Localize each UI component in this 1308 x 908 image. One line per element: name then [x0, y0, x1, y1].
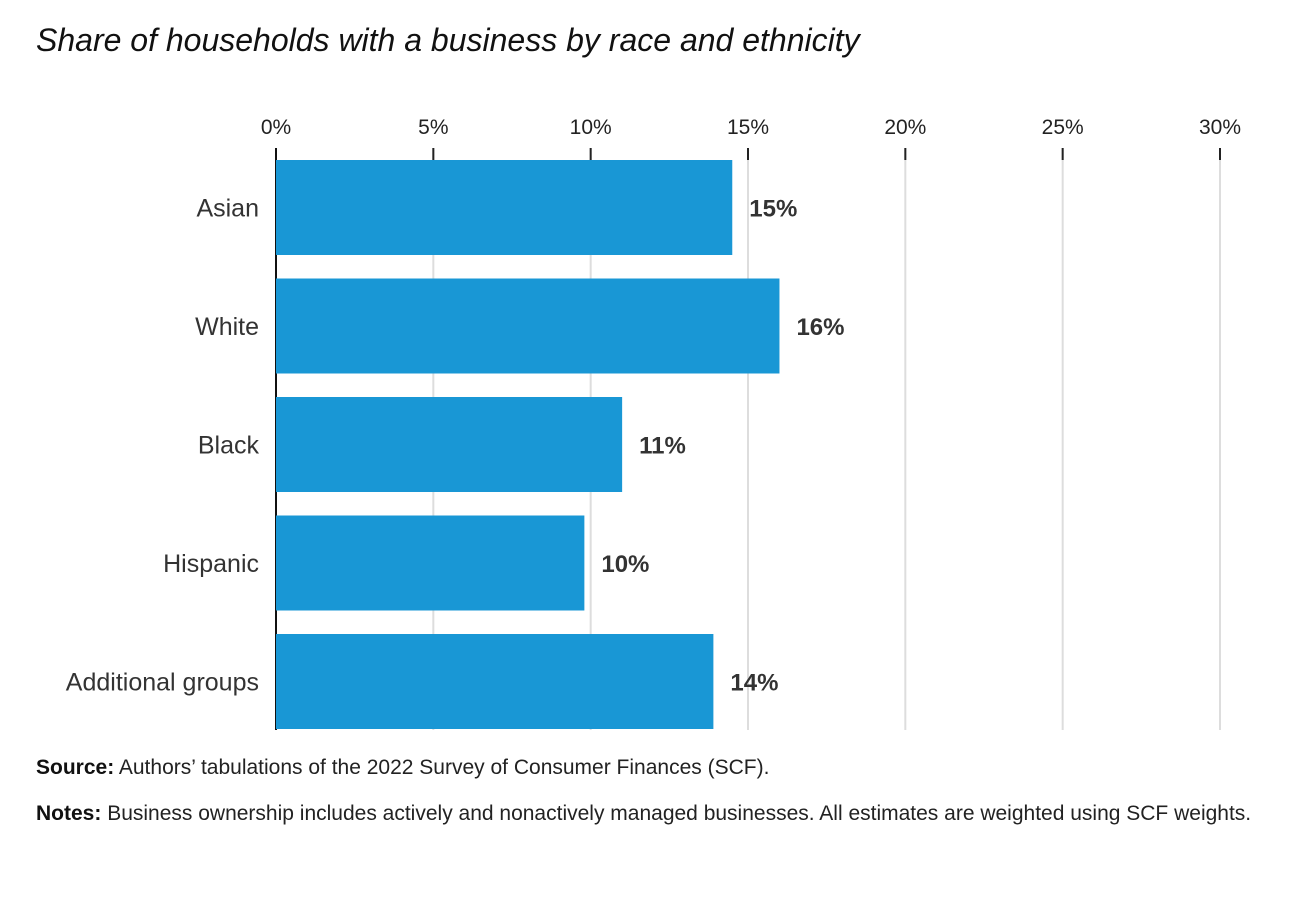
labels: Asian 15% White 16% Black 11% Hispanic 10% Addit… — [66, 195, 845, 697]
notes-note: Notes: Business ownership includes activ… — [36, 794, 1256, 834]
x-tick-label: 25% — [1042, 116, 1084, 139]
bar — [276, 397, 623, 492]
category-label: Asian — [196, 195, 259, 223]
x-tick-label: 0% — [261, 116, 291, 139]
bar — [276, 278, 780, 374]
bar-chart: 0% 5% 10% 15% 20% 25% 30% Asian 15% White 16% Blac… — [66, 116, 1241, 730]
value-label: 16% — [796, 314, 844, 341]
bar — [276, 634, 714, 729]
source-label: Source: — [36, 756, 115, 779]
x-tick-label: 10% — [570, 116, 612, 139]
source-text: Authors’ tabulations of the 2022 Survey … — [118, 756, 770, 779]
notes-text: Business ownership includes actively and… — [107, 802, 1252, 825]
source-note: Source: Authors’ tabulations of the 2022… — [36, 748, 1256, 788]
x-tick-label: 5% — [418, 116, 448, 139]
x-tick-label: 30% — [1199, 116, 1241, 139]
x-tick-label: 20% — [884, 116, 926, 139]
category-label: Hispanic — [163, 550, 259, 578]
value-label: 11% — [639, 433, 686, 460]
category-label: White — [195, 313, 259, 341]
x-axis: 0% 5% 10% 15% 20% 25% 30% — [261, 116, 1241, 730]
value-label: 10% — [601, 551, 649, 578]
value-label: 14% — [730, 670, 778, 697]
bar — [276, 515, 585, 611]
notes-label: Notes: — [36, 802, 102, 825]
value-label: 15% — [749, 196, 797, 223]
category-label: Additional groups — [66, 669, 259, 697]
chart-title: Share of households with a business by r… — [36, 22, 860, 58]
bar — [276, 160, 733, 255]
bars — [276, 160, 780, 729]
category-label: Black — [198, 432, 260, 460]
x-tick-label: 15% — [727, 116, 769, 139]
